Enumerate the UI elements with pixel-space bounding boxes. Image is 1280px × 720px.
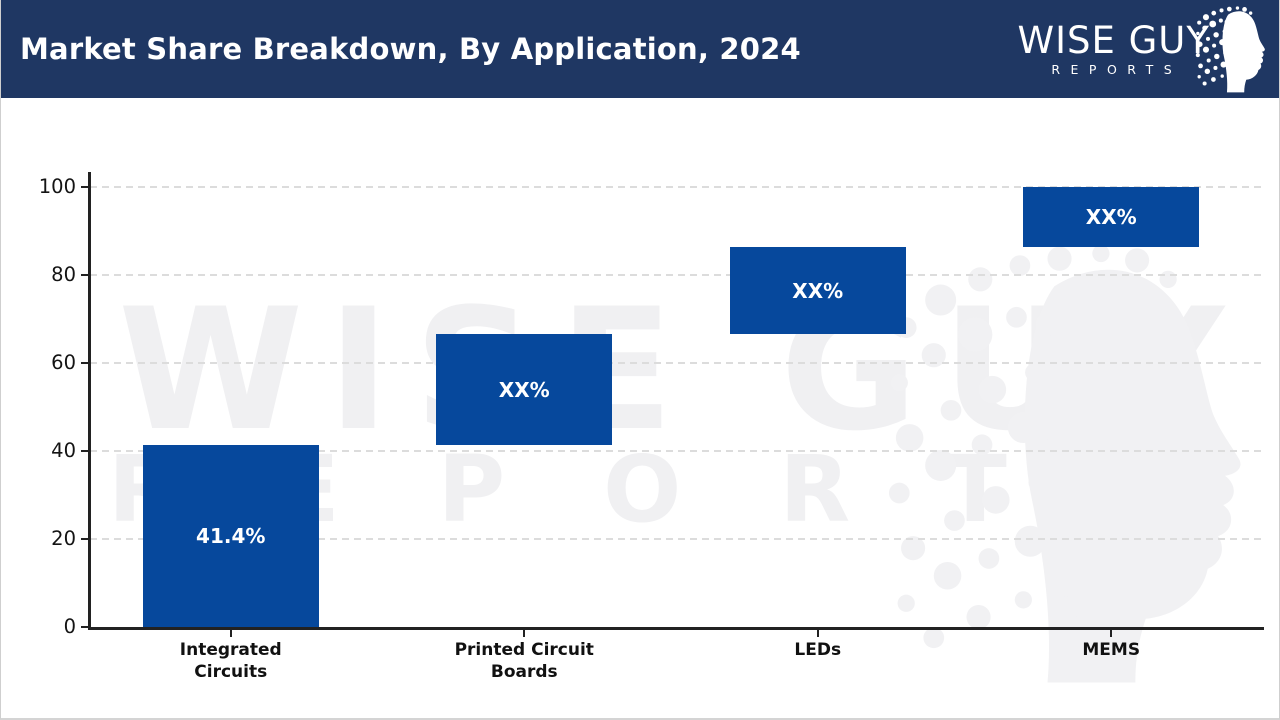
y-gridline [90,186,1264,188]
y-tick-label: 60 [51,351,76,374]
bar-value-label: 41.4% [196,523,266,548]
wiseguy-logo: WISE GUY REPORTS [1018,5,1266,93]
bar-leds: XX% [729,247,906,335]
chart-area: WISE GUY REPORTS 0 20 40 60 80 100 41.4% Integr… [0,98,1280,720]
category-label: Printed Circuit Boards [454,640,594,682]
y-gridline [90,362,1264,364]
logo-wordmark: WISE GUY [1017,18,1210,62]
y-tick-label: 100 [38,175,76,198]
y-tick [81,450,90,452]
y-tick-label: 40 [51,439,76,462]
category-label: Integrated Circuits [179,640,282,682]
x-tick [816,629,819,637]
bar-mems: XX% [1023,187,1200,248]
y-gridline [90,450,1264,452]
y-tick-label: 20 [51,527,76,550]
y-axis [88,172,91,629]
bar-value-label: XX% [498,377,550,402]
bar-value-label: XX% [1085,205,1137,230]
y-tick [81,186,90,188]
y-tick-label: 0 [63,615,76,638]
bar-value-label: XX% [792,278,844,303]
y-tick-label: 80 [51,263,76,286]
wiseguy-face-icon [1194,5,1266,93]
logo-text: WISE GUY REPORTS [1018,22,1210,77]
category-label: LEDs [794,640,842,660]
logo-subtitle: REPORTS [1051,61,1183,77]
watermark-face-icon [862,238,1264,686]
x-axis [88,627,1264,630]
y-gridline [90,274,1264,276]
x-tick [229,629,232,637]
y-tick [81,538,90,540]
y-tick [81,626,90,628]
header-bar: Market Share Breakdown, By Application, … [0,0,1280,98]
y-tick [81,274,90,276]
y-gridline [90,538,1264,540]
bar-printed-circuit-boards: XX% [436,334,613,445]
x-tick [1110,629,1113,637]
bar-integrated-circuits: 41.4% [142,444,319,627]
category-label: MEMS [1082,640,1141,660]
page-title: Market Share Breakdown, By Application, … [20,32,801,66]
x-tick [523,629,526,637]
y-tick [81,362,90,364]
